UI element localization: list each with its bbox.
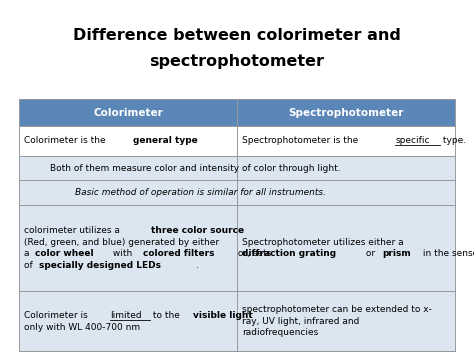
Text: .: .	[196, 261, 199, 269]
Text: Spectrophotometer: Spectrophotometer	[288, 108, 404, 118]
Text: type.: type.	[440, 136, 466, 145]
Text: Spectrophotometer utilizes either a: Spectrophotometer utilizes either a	[242, 238, 403, 247]
Bar	[19, 180, 455, 205]
Bar	[19, 126, 237, 156]
Text: specific: specific	[395, 136, 430, 145]
Text: Both of them measure color and intensity of color through light.: Both of them measure color and intensity…	[49, 164, 340, 173]
Text: spectrophotometer: spectrophotometer	[149, 54, 325, 69]
Text: a: a	[24, 249, 32, 258]
Text: Spectrophotometer is the: Spectrophotometer is the	[242, 136, 361, 145]
Bar	[237, 291, 455, 351]
Text: in the sensor: in the sensor	[419, 249, 474, 258]
Text: specially designed LEDs: specially designed LEDs	[39, 261, 161, 269]
Text: spectrophotometer can be extended to x-: spectrophotometer can be extended to x-	[242, 306, 432, 315]
Text: colorimeter utilizes a: colorimeter utilizes a	[24, 226, 122, 235]
Text: visible light: visible light	[193, 311, 253, 320]
Text: limited: limited	[109, 311, 141, 320]
Text: or: or	[363, 249, 378, 258]
Text: colored filters: colored filters	[143, 249, 214, 258]
Text: three color source: three color source	[151, 226, 244, 235]
Bar	[19, 156, 455, 180]
Text: to the: to the	[150, 311, 183, 320]
Bar	[19, 99, 455, 351]
Text: Difference between colorimeter and: Difference between colorimeter and	[73, 28, 401, 43]
Bar	[19, 99, 455, 126]
Text: radiofrequencies: radiofrequencies	[242, 328, 318, 337]
Text: general type: general type	[133, 136, 198, 145]
Bar	[19, 205, 237, 291]
Text: (Red, green, and blue) generated by either: (Red, green, and blue) generated by eith…	[24, 238, 219, 247]
Text: prism: prism	[383, 249, 411, 258]
Text: of: of	[24, 261, 36, 269]
Text: with: with	[110, 249, 135, 258]
Text: ray, UV light, infrared and: ray, UV light, infrared and	[242, 317, 359, 326]
Bar	[237, 126, 455, 156]
Bar	[19, 291, 237, 351]
Text: or, sets: or, sets	[235, 249, 271, 258]
Text: only with WL 400-700 nm: only with WL 400-700 nm	[24, 323, 140, 332]
Text: Colorimeter: Colorimeter	[93, 108, 163, 118]
Text: Colorimeter is: Colorimeter is	[24, 311, 91, 320]
Bar	[237, 205, 455, 291]
Text: color wheel: color wheel	[35, 249, 93, 258]
Text: Basic method of operation is similar for all instruments.: Basic method of operation is similar for…	[75, 188, 326, 197]
Text: Colorimeter is the: Colorimeter is the	[24, 136, 108, 145]
Text: diffraction grating: diffraction grating	[242, 249, 336, 258]
